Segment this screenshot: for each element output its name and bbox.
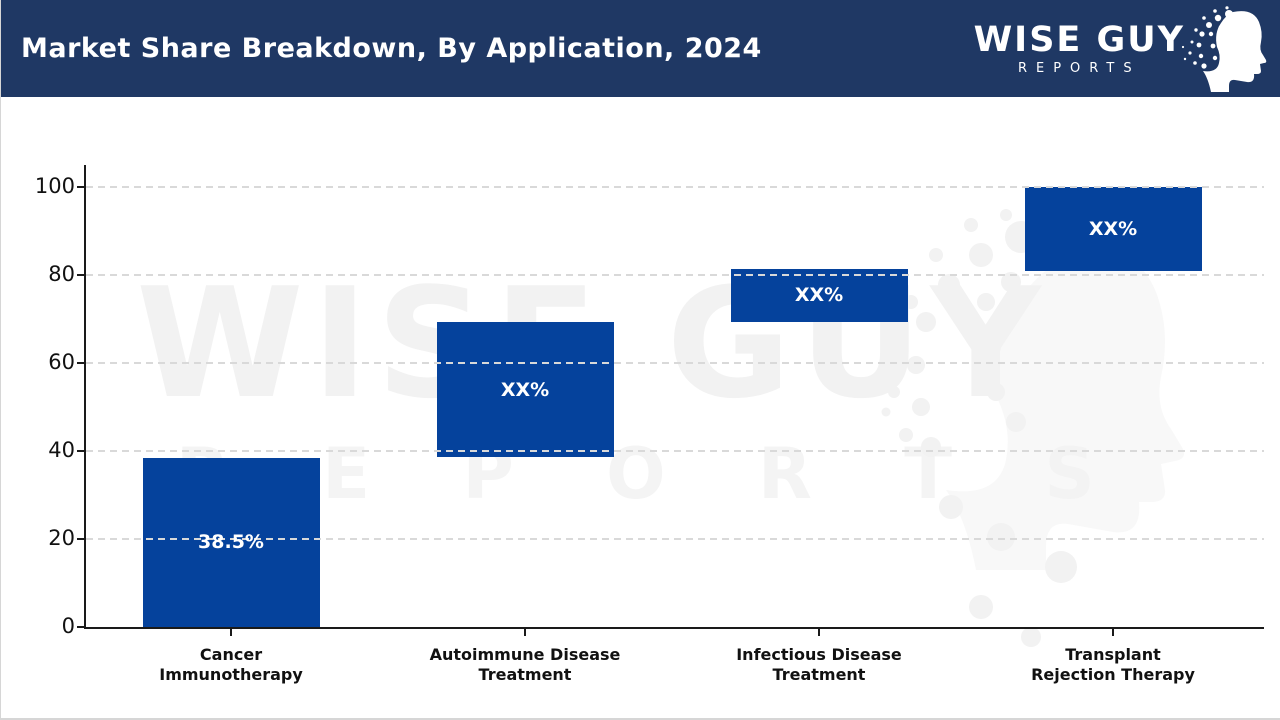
logo-wordmark: WISE GUY [973, 20, 1185, 60]
x-category-label-line: Treatment [478, 665, 572, 684]
x-category-label-line: Transplant [1065, 645, 1161, 664]
wiseguy-logo-text: WISE GUY REPORTS [974, 21, 1185, 77]
chart-bar [730, 268, 908, 323]
x-tick-mark [818, 629, 820, 636]
x-tick-mark [1112, 629, 1114, 636]
x-category-label-line: Infectious Disease [736, 645, 902, 664]
y-tick-mark [77, 626, 84, 628]
y-tick-mark [77, 362, 84, 364]
y-tick-label: 40 [48, 438, 75, 462]
header-band: Market Share Breakdown, By Application, … [1, 0, 1280, 97]
y-tick-label: 100 [34, 174, 75, 198]
y-tick-mark [77, 538, 84, 540]
bar-value-label: XX% [500, 378, 550, 401]
chart-title: Market Share Breakdown, By Application, … [21, 33, 762, 64]
x-category-label-line: Rejection Therapy [1031, 665, 1195, 684]
x-category-label: Cancer Immunotherapy [91, 645, 371, 685]
x-category-label: Infectious Disease Treatment [679, 645, 959, 685]
gridline [86, 274, 1264, 276]
x-tick-mark [230, 629, 232, 636]
wiseguy-logo: WISE GUY REPORTS [974, 6, 1267, 92]
dotted-head-profile-watermark [879, 209, 1184, 647]
x-category-label-line: Treatment [772, 665, 866, 684]
chart-bar [142, 457, 320, 627]
gridline [86, 186, 1264, 188]
gridline [86, 362, 1264, 364]
bar-value-label: 38.5% [198, 531, 264, 554]
gridline [86, 450, 1264, 452]
y-tick-label: 20 [48, 526, 75, 550]
logo-subtitle: REPORTS [1017, 61, 1141, 76]
chart-area: WISE GUY R E P O R T S 0 20 40 60 80 100 38.5%… [1, 97, 1280, 718]
y-tick-label: 0 [61, 614, 75, 638]
y-tick-label: 80 [48, 262, 75, 286]
bar-value-label: XX% [794, 284, 844, 307]
x-category-label-line: Autoimmune Disease [429, 645, 621, 664]
y-tick-mark [77, 274, 84, 276]
gridline [86, 538, 1264, 540]
y-tick-label: 60 [48, 350, 75, 374]
y-tick-mark [77, 186, 84, 188]
chart-bar [1024, 187, 1202, 271]
x-tick-mark [524, 629, 526, 636]
chart-bar [436, 322, 614, 458]
x-category-label: Transplant Rejection Therapy [973, 645, 1253, 685]
dotted-head-profile-icon [1181, 6, 1267, 92]
y-tick-mark [77, 450, 84, 452]
x-category-label: Autoimmune Disease Treatment [385, 645, 665, 685]
x-category-label-line: Cancer [199, 645, 263, 664]
x-category-label-line: Immunotherapy [159, 665, 303, 684]
x-axis-line [84, 627, 1264, 629]
y-axis-line [84, 165, 86, 629]
bar-value-label: XX% [1088, 217, 1138, 240]
